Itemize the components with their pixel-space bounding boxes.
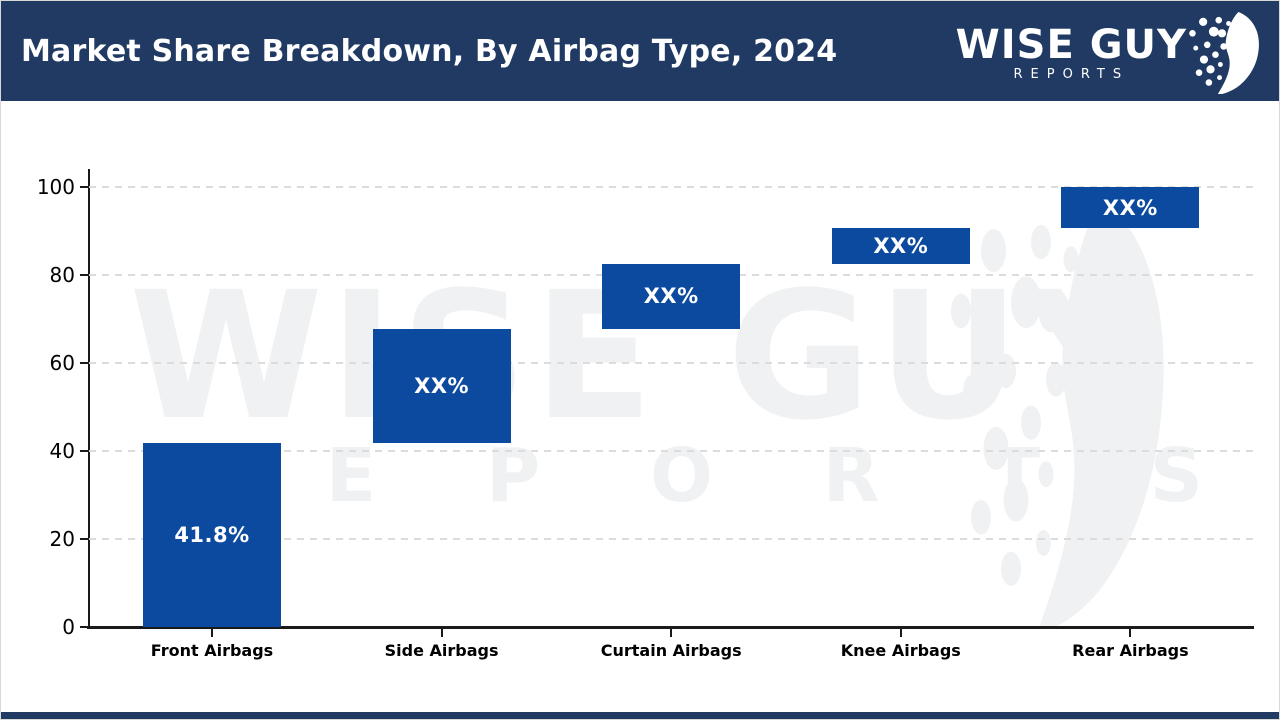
bar-value-label: 41.8% — [174, 523, 250, 548]
y-axis-line — [88, 169, 90, 628]
bar-side-airbags: XX% — [372, 328, 511, 444]
x-tick-mark-0 — [211, 629, 213, 637]
x-tick-mark-1 — [440, 629, 443, 637]
y-tick-label: 20 — [49, 527, 75, 551]
x-tick-label: Knee Airbags — [840, 641, 961, 660]
y-tick-mark-40 — [80, 450, 89, 452]
header-band: Market Share Breakdown, By Airbag Type, … — [1, 1, 1279, 101]
y-tick-label: 100 — [36, 175, 75, 199]
y-tick-label: 40 — [49, 439, 75, 463]
x-tick-label: Curtain Airbags — [600, 641, 742, 660]
y-tick-label: 80 — [49, 263, 75, 287]
bar-value-label: XX% — [414, 373, 470, 398]
watermark-subtitle: R E P O R T S — [159, 433, 1246, 519]
bar-curtain-airbags: XX% — [602, 263, 741, 329]
x-tick-label: Rear Airbags — [1072, 641, 1189, 660]
y-tick-label: 60 — [49, 351, 75, 375]
footer-bar — [1, 712, 1279, 719]
bar-knee-airbags: XX% — [831, 228, 970, 264]
y-tick-mark-20 — [80, 538, 89, 540]
gridline-20 — [89, 538, 1254, 540]
wise-guy-reports-logo: WISE GUY REPORTS — [956, 11, 1263, 95]
x-tick-mark-4 — [1129, 629, 1132, 637]
logo-subtitle: REPORTS — [1013, 67, 1130, 82]
gridline-60 — [89, 362, 1254, 364]
gridline-40 — [89, 450, 1254, 452]
y-tick-mark-0 — [80, 626, 89, 628]
watermark-head-icon — [951, 199, 1164, 629]
x-tick-mark-3 — [899, 629, 902, 637]
x-tick-label: Side Airbags — [384, 641, 499, 660]
bar-value-label: XX% — [1102, 195, 1158, 220]
y-tick-mark-60 — [80, 362, 89, 364]
x-axis-line — [87, 626, 1254, 629]
y-tick-mark-80 — [80, 274, 89, 276]
chart-title: Market Share Breakdown, By Airbag Type, … — [21, 33, 838, 69]
y-tick-mark-100 — [80, 186, 89, 188]
gridline-100 — [89, 186, 1254, 188]
logo-text: WISE GUY REPORTS — [956, 24, 1187, 82]
dotted-head-icon — [1189, 12, 1259, 94]
bar-value-label: XX% — [873, 233, 929, 258]
bar-value-label: XX% — [643, 284, 699, 309]
logo-wordmark: WISE GUY — [955, 22, 1187, 68]
x-tick-label: Front Airbags — [150, 641, 274, 660]
bar-front-airbags: 41.8% — [143, 443, 281, 627]
x-tick-mark-2 — [670, 629, 673, 637]
y-tick-label: 0 — [62, 615, 75, 639]
bar-rear-airbags: XX% — [1061, 187, 1200, 229]
